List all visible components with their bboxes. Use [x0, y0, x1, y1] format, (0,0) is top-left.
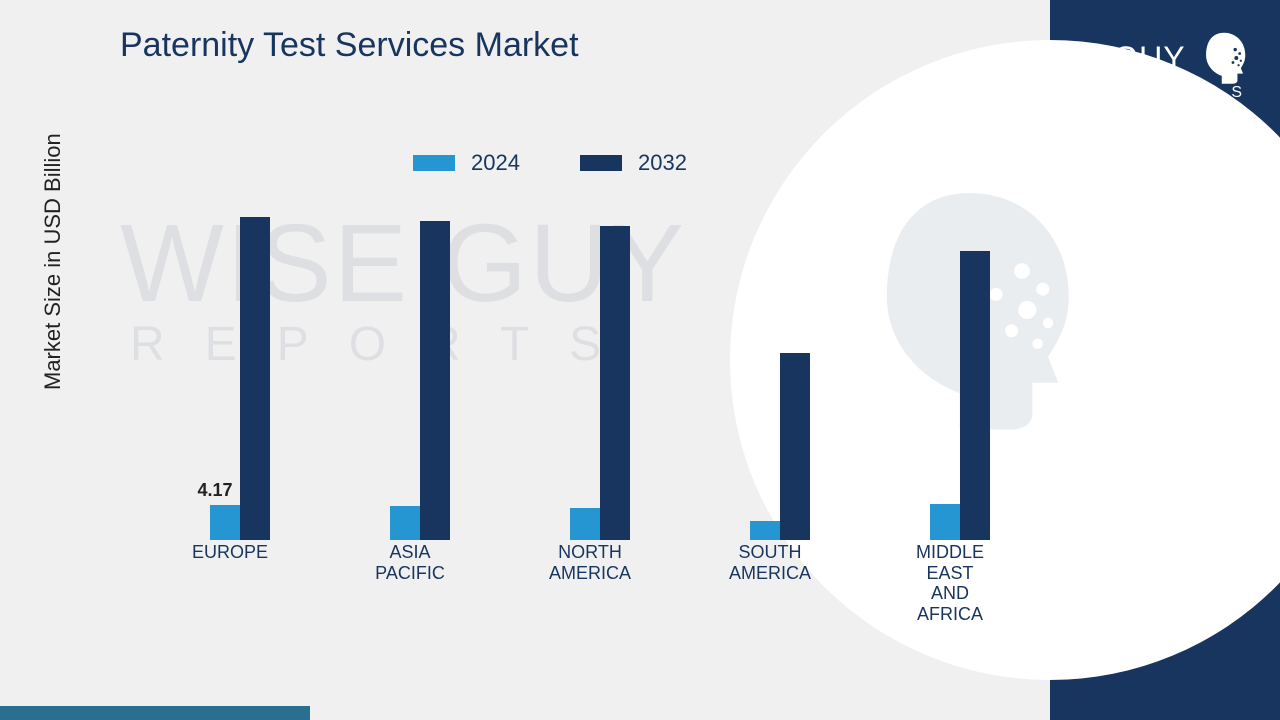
legend-item: 2032 — [580, 150, 687, 176]
bar-data-label: 4.17 — [190, 480, 240, 501]
y-axis-label: Market Size in USD Billion — [40, 133, 66, 390]
x-axis-label: NORTH AMERICA — [520, 542, 660, 583]
bar — [930, 504, 960, 540]
logo-head-icon — [1196, 30, 1252, 86]
bar-group — [740, 353, 820, 540]
brand-logo: WISE GUY R E P O R T S — [1018, 30, 1252, 102]
bar — [420, 221, 450, 540]
bar — [780, 353, 810, 540]
legend-swatch — [580, 155, 622, 171]
x-axis-label: ASIA PACIFIC — [340, 542, 480, 583]
bar-group — [560, 226, 640, 541]
logo-text-line1: WISE GUY — [1018, 40, 1186, 77]
logo-text-line2: R E P O R T S — [1018, 84, 1252, 102]
bar — [750, 521, 780, 540]
x-axis-label: SOUTH AMERICA — [700, 542, 840, 583]
bar-group — [380, 221, 460, 540]
bar — [390, 506, 420, 540]
chart-plot: 4.17 — [140, 200, 1030, 540]
chart-legend: 2024 2032 — [50, 150, 1050, 177]
legend-label: 2032 — [638, 150, 687, 176]
bar — [600, 226, 630, 541]
bar-group — [920, 251, 1000, 540]
bar — [570, 508, 600, 540]
footer-accent-bar — [0, 706, 310, 720]
legend-item: 2024 — [413, 150, 520, 176]
bar — [960, 251, 990, 540]
chart-title: Paternity Test Services Market — [120, 26, 579, 65]
legend-swatch — [413, 155, 455, 171]
bar — [210, 505, 240, 540]
x-axis-label: EUROPE — [160, 542, 300, 563]
legend-label: 2024 — [471, 150, 520, 176]
x-axis-label: MIDDLE EAST AND AFRICA — [880, 542, 1020, 625]
chart-area: 20242032 Market Size in USD Billion 4.17… — [50, 150, 1050, 630]
bar — [240, 217, 270, 540]
